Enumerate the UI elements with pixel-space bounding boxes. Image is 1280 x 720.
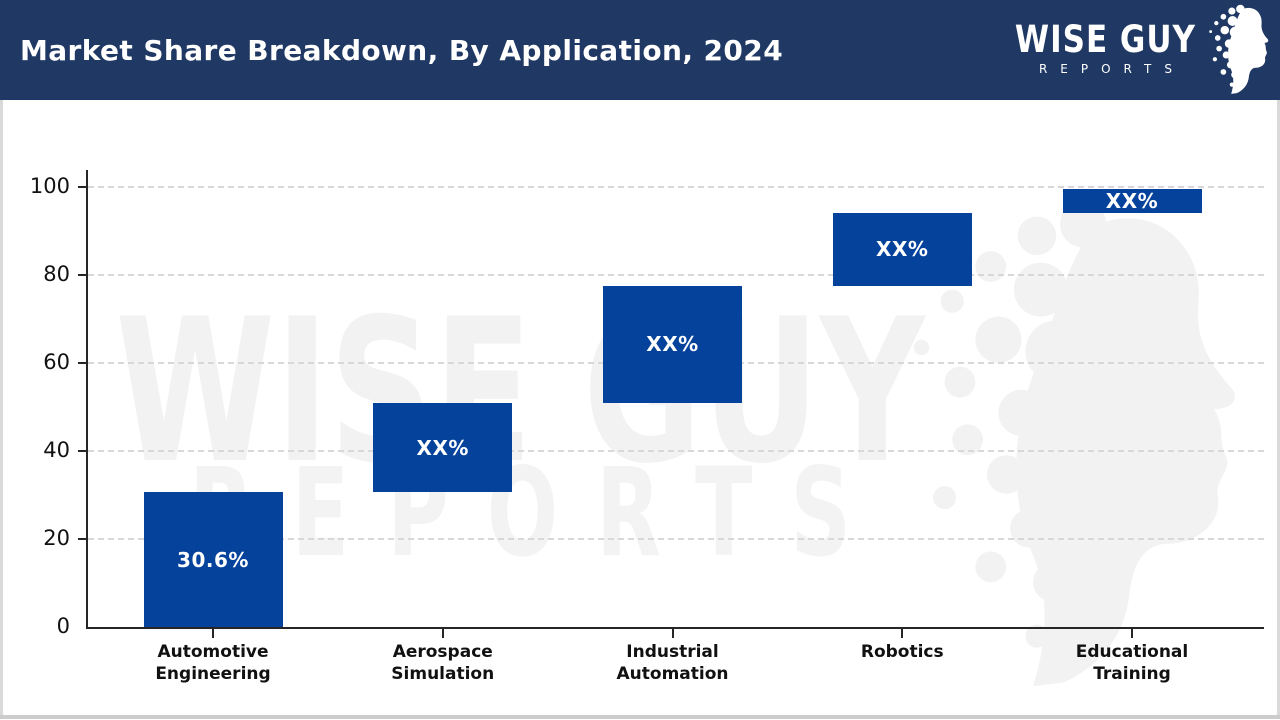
header-bar: Market Share Breakdown, By Application, … xyxy=(0,0,1280,100)
y-tick-label: 60 xyxy=(43,350,70,374)
bar-value-label: XX% xyxy=(1105,189,1159,214)
bar-automotive-engineering: 30.6% xyxy=(143,492,283,627)
x-category-label: Educational Training xyxy=(1075,642,1189,685)
right-border xyxy=(1277,100,1280,716)
bar-value-label: 30.6% xyxy=(177,547,249,572)
y-tick-mark xyxy=(78,362,86,364)
watermark: WISE GUY REPORTS xyxy=(0,100,1280,716)
bar-value-label: XX% xyxy=(646,332,699,357)
y-tick-label: 100 xyxy=(29,174,70,198)
x-tick-mark xyxy=(901,629,904,638)
left-border xyxy=(0,100,3,716)
x-tick-mark xyxy=(212,629,214,638)
gridline-40 xyxy=(88,450,1264,452)
logo-face-icon xyxy=(1198,4,1270,96)
x-category-label: Automotive Engineering xyxy=(155,642,271,685)
y-tick-mark xyxy=(78,186,86,188)
x-tick-mark xyxy=(1131,629,1133,638)
wise-guy-logo: WISE GUY REPORTS xyxy=(1015,4,1270,96)
x-tick-mark xyxy=(441,629,444,638)
bar-aerospace-simulation: XX% xyxy=(373,402,513,493)
logo-wordmark: WISE GUY xyxy=(1014,18,1196,62)
watermark-subtitle: REPORTS xyxy=(189,441,889,584)
bottom-border xyxy=(0,715,1280,719)
gridline-100 xyxy=(88,186,1264,188)
x-category-label: Robotics xyxy=(860,642,944,662)
bar-robotics: XX% xyxy=(832,213,972,286)
x-category-label: Aerospace Simulation xyxy=(391,642,495,685)
y-tick-label: 0 xyxy=(56,614,70,638)
chart-title: Market Share Breakdown, By Application, … xyxy=(20,33,784,67)
y-tick-label: 20 xyxy=(43,526,70,550)
y-tick-label: 80 xyxy=(43,262,70,286)
bar-value-label: XX% xyxy=(416,435,469,460)
bar-value-label: XX% xyxy=(876,237,929,262)
bar-educational-training: XX% xyxy=(1062,188,1202,214)
y-tick-label: 40 xyxy=(43,438,70,462)
bar-industrial-automation: XX% xyxy=(603,285,742,403)
y-tick-mark xyxy=(78,450,86,452)
x-tick-mark xyxy=(671,629,674,638)
watermark-wordmark: WISE GUY xyxy=(115,276,925,509)
x-category-label: Industrial Automation xyxy=(616,642,729,685)
gridline-20 xyxy=(88,538,1264,540)
y-tick-mark xyxy=(78,274,86,276)
logo-text: WISE GUY REPORTS xyxy=(1014,18,1196,76)
logo-subtitle: REPORTS xyxy=(1038,62,1185,76)
plot-area: 0 20 40 60 80 100 30.6% Automotive Engineering X… xyxy=(30,170,1264,684)
gridline-80 xyxy=(88,274,1264,276)
y-tick-mark xyxy=(78,538,86,540)
